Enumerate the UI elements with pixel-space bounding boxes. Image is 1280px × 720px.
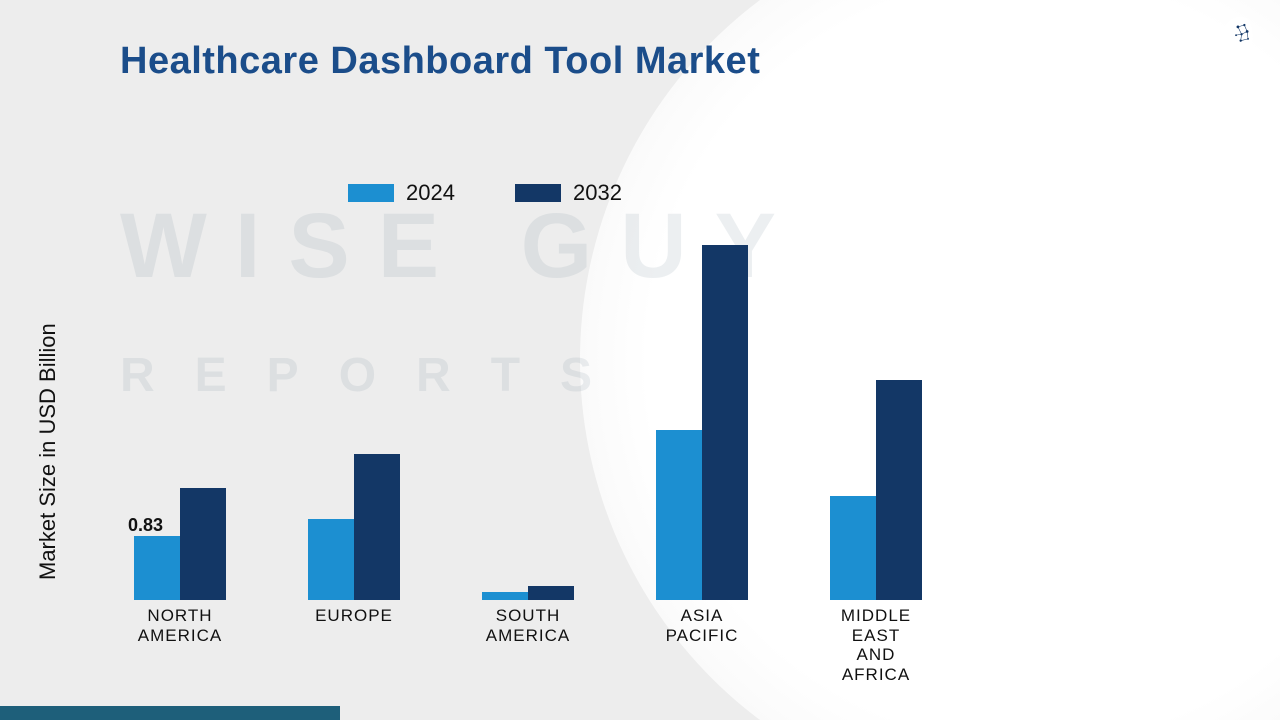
chart-panel: WISE GUY REPORTS Healthcare Dashboard To… [0,0,970,720]
logo-subtext: REPORTS [1030,62,1214,78]
bar-group: ASIAPACIFIC [622,245,782,600]
bar-group: 0.83NORTHAMERICA [100,488,260,600]
footer-strip [0,706,340,720]
bar-2024 [656,430,702,600]
legend-item-2032: 2032 [515,180,622,206]
category-label: NORTHAMERICA [100,606,260,645]
bar-2024 [134,536,180,600]
bar-2032 [702,245,748,600]
bar-group: EUROPE [274,454,434,600]
category-label: ASIAPACIFIC [622,606,782,645]
ai-head-icon [1214,14,1260,60]
legend-label-2024: 2024 [406,180,455,206]
bar-2032 [876,380,922,600]
legend: 2024 2032 [0,180,970,206]
legend-label-2032: 2032 [573,180,622,206]
bar-2032 [180,488,226,600]
category-label: SOUTHAMERICA [448,606,608,645]
bar-2032 [528,586,574,600]
brand-logo: WISE GUY REPORTS [1030,14,1260,78]
bar-2024 [830,496,876,600]
bar-chart: 0.83NORTHAMERICAEUROPE SOUTHAMERICA ASIAPA… [100,230,970,600]
bar-2024 [308,519,354,600]
bar-value-label: 0.83 [128,515,163,536]
bar-group: MIDDLEEASTANDAFRICA [796,380,956,600]
bar-2032 [354,454,400,600]
y-axis-label: Market Size in USD Billion [35,323,61,580]
bar-2024 [482,592,528,600]
bar-group: SOUTHAMERICA [448,586,608,600]
logo-text: WISE GUY [1030,21,1208,60]
category-label: EUROPE [274,606,434,626]
chart-title: Healthcare Dashboard Tool Market [120,40,760,83]
legend-item-2024: 2024 [348,180,455,206]
legend-swatch-2024 [348,184,394,202]
legend-swatch-2032 [515,184,561,202]
category-label: MIDDLEEASTANDAFRICA [796,606,956,684]
